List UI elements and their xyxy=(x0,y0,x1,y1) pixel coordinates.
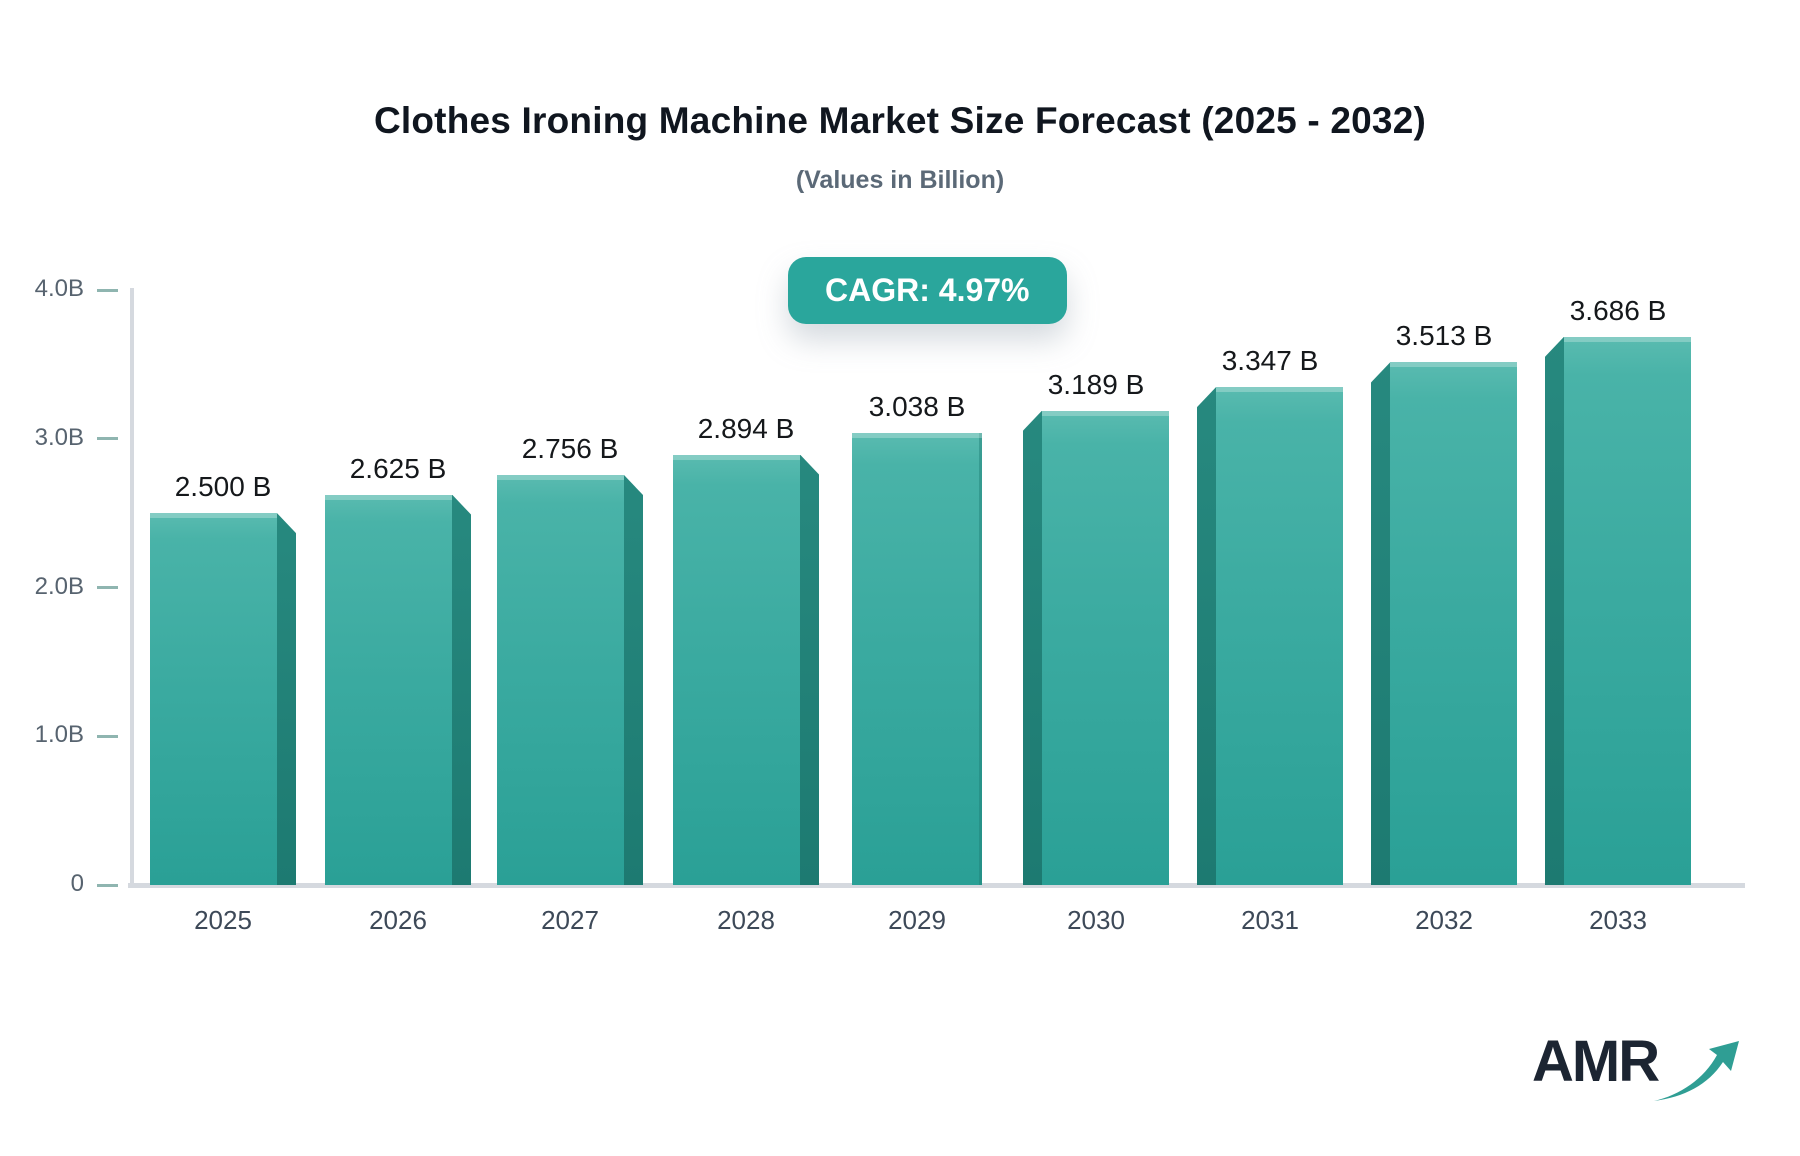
bar-side-panel xyxy=(277,513,296,885)
bar-value-label: 3.686 B xyxy=(1569,294,1667,326)
x-axis-line xyxy=(128,883,1745,888)
x-axis-label: 2031 xyxy=(1241,905,1299,935)
bar-value-label: 2.756 B xyxy=(521,433,619,465)
y-axis-label: 4.0B xyxy=(34,275,84,302)
amr-logo-text: AMR xyxy=(1532,1029,1660,1094)
x-axis-label: 2027 xyxy=(541,905,599,935)
x-axis-label: 2029 xyxy=(888,905,946,935)
y-axis-label: 0 xyxy=(70,870,84,897)
bar-side-panel xyxy=(1197,387,1216,885)
bar-face xyxy=(1564,336,1691,885)
bar-2033 xyxy=(1545,336,1691,885)
bar-top-highlight xyxy=(1564,336,1691,342)
y-axis-label: 3.0B xyxy=(34,423,84,451)
y-axis-tick xyxy=(97,883,118,887)
bar-2025 xyxy=(150,513,296,885)
x-axis-label: 2030 xyxy=(1067,905,1125,935)
y-axis-label: 1.0B xyxy=(34,721,84,749)
y-axis-tick xyxy=(97,437,118,441)
y-axis-tick xyxy=(97,734,118,738)
y-axis-line xyxy=(130,288,134,887)
bar-value-label: 3.038 B xyxy=(868,391,966,423)
bar-side-panel xyxy=(800,454,819,885)
bar-value-label: 3.347 B xyxy=(1221,345,1319,377)
bar-value-label: 3.513 B xyxy=(1395,320,1493,352)
bar-2032 xyxy=(1371,362,1517,885)
x-axis-label: 2032 xyxy=(1415,905,1473,935)
bar-face xyxy=(1042,410,1169,885)
bar-face xyxy=(497,475,624,885)
bar-value-label: 2.625 B xyxy=(349,452,447,484)
growth-arrow-icon xyxy=(1654,1041,1740,1101)
y-axis-tick xyxy=(97,586,118,589)
bar-top-highlight xyxy=(497,475,624,481)
bar-2029 xyxy=(852,433,982,885)
bar-value-label: 3.189 B xyxy=(1047,368,1145,400)
bar-top-highlight xyxy=(1216,387,1343,393)
bar-side-panel xyxy=(624,475,643,885)
x-axis-label: 2028 xyxy=(717,905,775,935)
bar-face xyxy=(673,454,800,885)
bar-top-highlight xyxy=(150,513,277,519)
x-axis-label: 2033 xyxy=(1589,905,1647,935)
bar-top-highlight xyxy=(673,454,800,460)
bar-face xyxy=(325,494,452,885)
bar-face xyxy=(852,433,982,885)
amr-logo: AMR xyxy=(1532,1033,1742,1107)
bar-2026 xyxy=(325,494,471,885)
y-axis-label: 2.0B xyxy=(34,572,84,600)
bar-top-highlight xyxy=(325,494,452,500)
chart-title: Clothes Ironing Machine Market Size Fore… xyxy=(373,100,1427,141)
bar-2030 xyxy=(1023,410,1169,885)
bar-top-highlight xyxy=(1042,410,1169,416)
bar-side-panel xyxy=(1023,410,1042,885)
bar-top-highlight xyxy=(1390,362,1517,368)
bar-side-panel xyxy=(452,494,471,885)
chart-subtitle: (Values in Billion) xyxy=(795,166,1005,194)
bar-2027 xyxy=(497,475,643,885)
x-axis-label: 2026 xyxy=(369,905,427,935)
cagr-badge: CAGR: 4.97% xyxy=(788,257,1067,324)
bar-face xyxy=(150,513,277,885)
x-axis-label: 2025 xyxy=(194,905,252,935)
bar-2031 xyxy=(1197,387,1343,885)
bar-side-panel xyxy=(1371,362,1390,885)
bar-2028 xyxy=(673,454,819,885)
y-axis-tick xyxy=(97,288,118,292)
bar-top-highlight xyxy=(852,433,982,439)
bar-face xyxy=(1216,387,1343,885)
bar-side-panel xyxy=(1545,336,1564,885)
bar-value-label: 2.500 B xyxy=(174,471,272,503)
bar-face xyxy=(1390,362,1517,885)
bar-value-label: 2.894 B xyxy=(697,412,795,444)
